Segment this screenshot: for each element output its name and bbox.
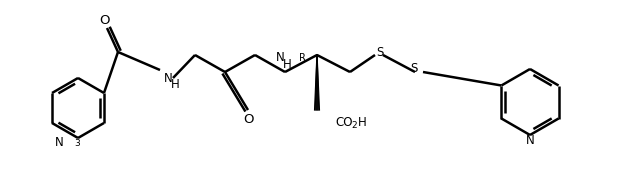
- Text: N: N: [526, 134, 534, 146]
- Text: H: H: [171, 77, 180, 91]
- Text: O: O: [100, 13, 110, 27]
- Text: S: S: [376, 45, 384, 59]
- Text: R: R: [299, 53, 305, 63]
- Text: H: H: [283, 57, 291, 70]
- Text: O: O: [244, 113, 254, 125]
- Text: N: N: [164, 71, 172, 85]
- Text: 2: 2: [351, 122, 357, 131]
- Text: CO: CO: [335, 116, 352, 128]
- Text: N: N: [56, 137, 64, 149]
- Text: 3: 3: [74, 139, 80, 148]
- Text: N: N: [276, 50, 284, 64]
- Text: H: H: [358, 116, 366, 128]
- Text: S: S: [410, 62, 418, 74]
